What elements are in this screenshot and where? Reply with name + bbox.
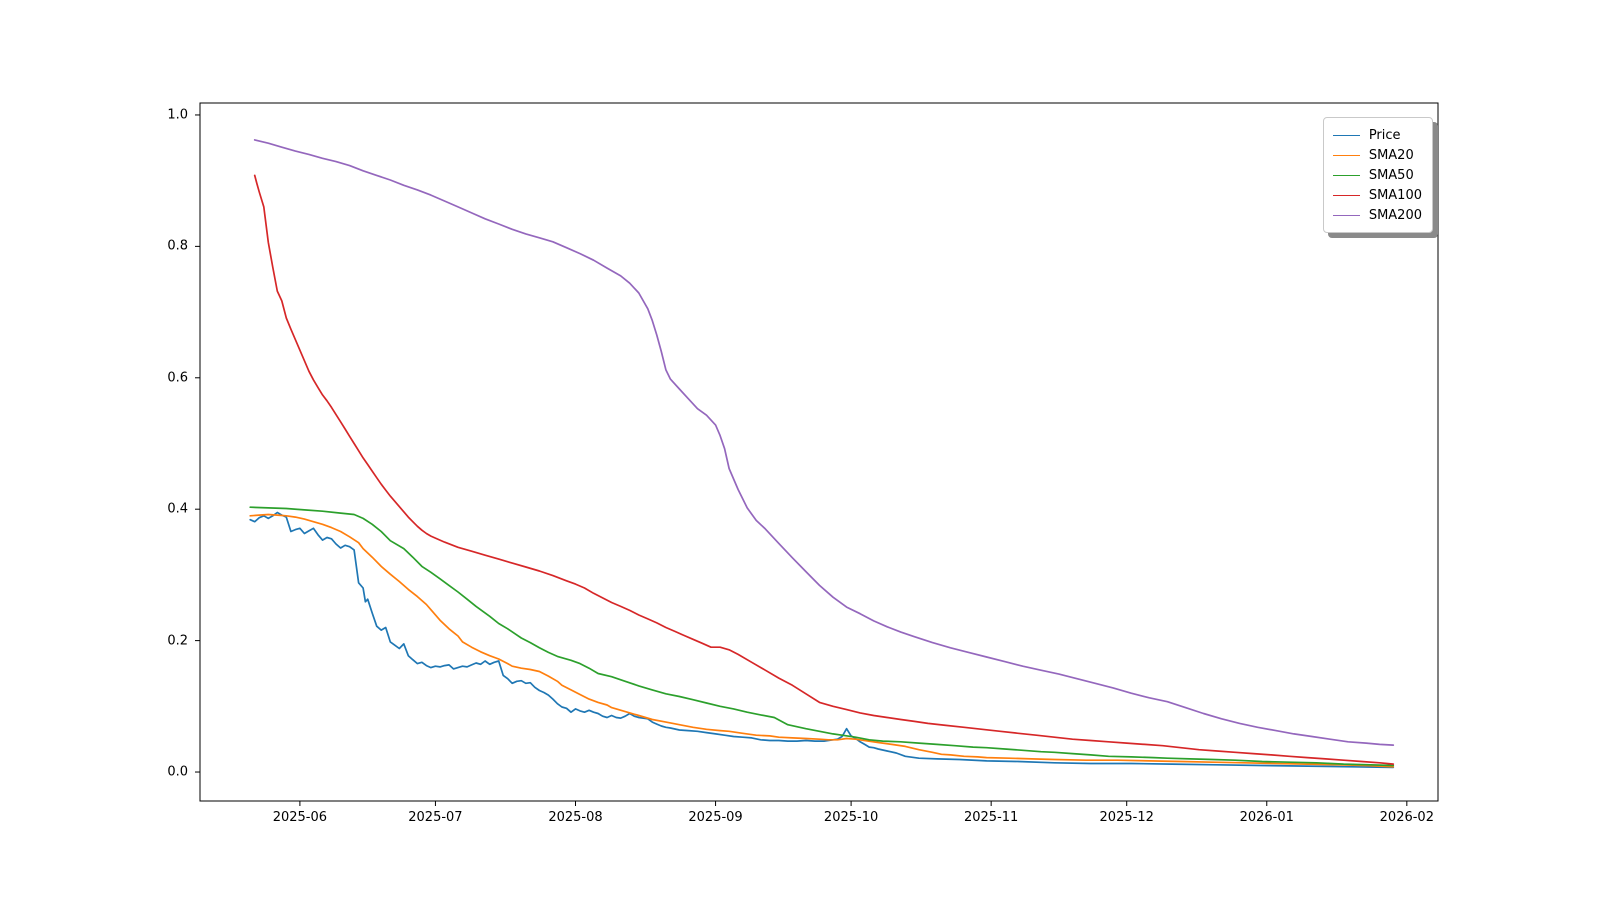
legend-label: SMA50 — [1368, 167, 1414, 183]
x-tick-label: 2025-10 — [823, 810, 879, 825]
legend-item-sma200: SMA200 — [1332, 205, 1422, 225]
legend-label: SMA100 — [1368, 187, 1422, 203]
legend-label: SMA200 — [1368, 207, 1422, 223]
y-tick-label: 0.8 — [167, 238, 188, 254]
legend-label: SMA20 — [1368, 147, 1414, 163]
legend-item-sma50: SMA50 — [1332, 165, 1422, 185]
series-line-price — [249, 511, 1395, 769]
legend-line-swatch — [1332, 214, 1360, 216]
x-tick-label: 2026-02 — [1379, 810, 1434, 825]
x-tick-label: 2025-07 — [408, 810, 463, 825]
legend-item-sma20: SMA20 — [1332, 145, 1422, 165]
series-line-sma20 — [249, 513, 1395, 768]
legend: Price SMA20 SMA50 SMA100 SMA200 — [1322, 117, 1433, 233]
x-tick-label: 2025-11 — [963, 810, 1019, 825]
x-tick-label: 2025-09 — [688, 810, 743, 825]
legend-line-swatch — [1332, 174, 1360, 176]
legend-line-swatch — [1332, 154, 1360, 156]
x-tick-label: 2025-06 — [272, 810, 328, 825]
legend-label: Price — [1368, 127, 1401, 143]
y-tick-label: 1.0 — [167, 107, 188, 123]
series-line-sma50 — [249, 506, 1395, 767]
legend-item-sma100: SMA100 — [1332, 185, 1422, 205]
legend-item-price: Price — [1332, 125, 1422, 145]
plot-area — [199, 102, 1439, 802]
x-tick-label: 2025-12 — [1099, 810, 1154, 825]
y-tick-label: 0.6 — [167, 370, 188, 386]
series-line-sma100 — [253, 174, 1395, 765]
legend-line-swatch — [1332, 134, 1360, 136]
y-tick-label: 0.0 — [167, 764, 188, 780]
y-tick-label: 0.2 — [167, 633, 188, 649]
y-tick-label: 0.4 — [167, 501, 188, 517]
x-tick-label: 2026-01 — [1239, 810, 1294, 825]
legend-line-swatch — [1332, 194, 1360, 196]
series-line-sma200 — [253, 139, 1395, 746]
x-tick-label: 2025-08 — [548, 810, 603, 825]
